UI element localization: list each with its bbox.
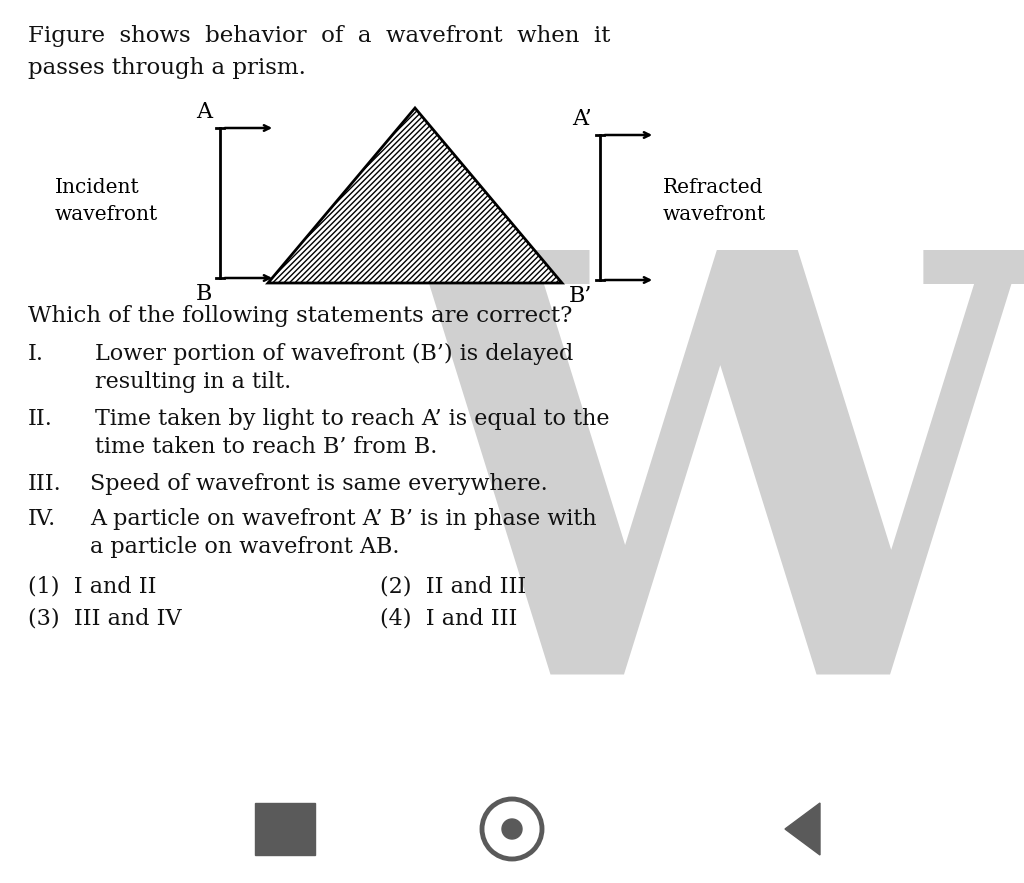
Text: passes through a prism.: passes through a prism. <box>28 57 306 79</box>
Text: Time taken by light to reach A’ is equal to the: Time taken by light to reach A’ is equal… <box>95 408 609 430</box>
Text: Lower portion of wavefront (B’) is delayed: Lower portion of wavefront (B’) is delay… <box>95 343 573 365</box>
Text: A’: A’ <box>572 108 592 130</box>
Text: IV.: IV. <box>28 508 56 530</box>
Text: B: B <box>196 283 212 305</box>
Text: A particle on wavefront A’ B’ is in phase with: A particle on wavefront A’ B’ is in phas… <box>90 508 597 530</box>
Text: Incident
wavefront: Incident wavefront <box>55 178 159 223</box>
Text: A: A <box>196 101 212 123</box>
Text: (4)  I and III: (4) I and III <box>380 607 517 629</box>
Text: (2)  II and III: (2) II and III <box>380 575 526 597</box>
Text: I.: I. <box>28 343 44 365</box>
Text: III.: III. <box>28 473 61 495</box>
Text: B’: B’ <box>568 285 592 307</box>
Text: II.: II. <box>28 408 53 430</box>
Text: Refracted
wavefront: Refracted wavefront <box>663 178 766 223</box>
FancyBboxPatch shape <box>255 803 315 855</box>
Text: a particle on wavefront AB.: a particle on wavefront AB. <box>90 536 399 558</box>
Text: (3)  III and IV: (3) III and IV <box>28 607 181 629</box>
Text: Figure  shows  behavior  of  a  wavefront  when  it: Figure shows behavior of a wavefront whe… <box>28 25 610 47</box>
Polygon shape <box>268 108 562 283</box>
Text: Speed of wavefront is same everywhere.: Speed of wavefront is same everywhere. <box>90 473 548 495</box>
Polygon shape <box>785 803 820 855</box>
Text: resulting in a tilt.: resulting in a tilt. <box>95 371 291 393</box>
Text: (1)  I and II: (1) I and II <box>28 575 157 597</box>
Text: Which of the following statements are correct?: Which of the following statements are co… <box>28 305 572 327</box>
Text: time taken to reach B’ from B.: time taken to reach B’ from B. <box>95 436 437 458</box>
Text: W: W <box>392 231 1024 795</box>
Circle shape <box>502 819 522 839</box>
